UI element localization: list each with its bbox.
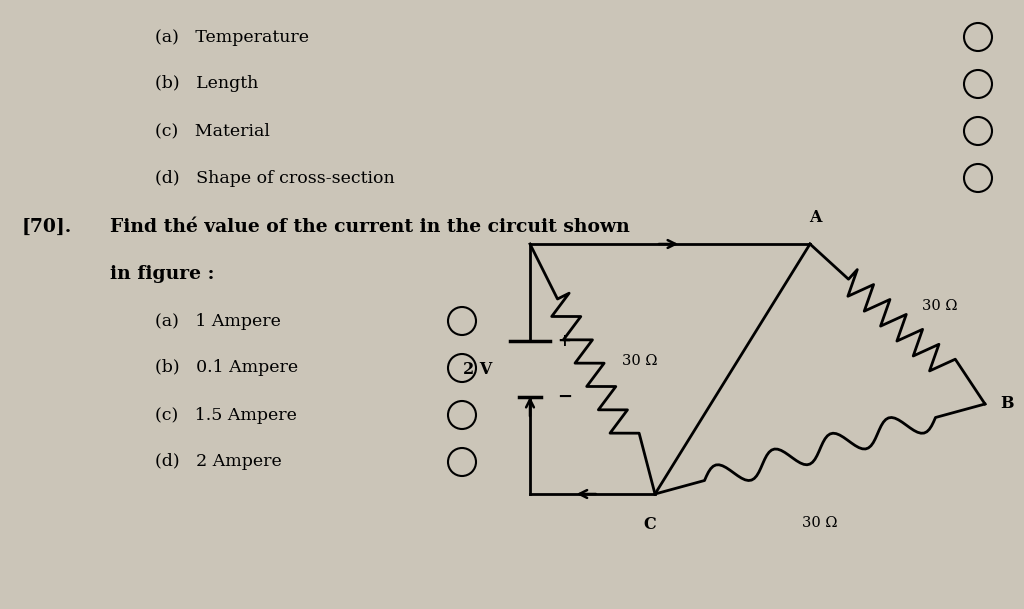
Text: (b)   Length: (b) Length bbox=[155, 76, 258, 93]
Text: (d)   Shape of cross-section: (d) Shape of cross-section bbox=[155, 169, 394, 186]
Text: B: B bbox=[1000, 395, 1014, 412]
Text: Find thé value of the current in the circuit shown: Find thé value of the current in the ci… bbox=[110, 218, 630, 236]
Text: 2 V: 2 V bbox=[464, 361, 493, 378]
Text: (a)   Temperature: (a) Temperature bbox=[155, 29, 309, 46]
Text: +: + bbox=[557, 332, 570, 350]
Text: (b)   0.1 Ampere: (b) 0.1 Ampere bbox=[155, 359, 298, 376]
Text: in figure :: in figure : bbox=[110, 265, 214, 283]
Text: C: C bbox=[644, 516, 656, 533]
Text: −: − bbox=[557, 388, 572, 406]
Text: (c)   Material: (c) Material bbox=[155, 122, 270, 139]
Text: (c)   1.5 Ampere: (c) 1.5 Ampere bbox=[155, 406, 297, 423]
Text: 30 Ω: 30 Ω bbox=[923, 299, 958, 313]
Text: (a)   1 Ampere: (a) 1 Ampere bbox=[155, 312, 281, 329]
Text: (d)   2 Ampere: (d) 2 Ampere bbox=[155, 454, 282, 471]
Text: [70].: [70]. bbox=[22, 218, 73, 236]
Text: 30 Ω: 30 Ω bbox=[802, 516, 838, 530]
Text: A: A bbox=[809, 209, 821, 226]
Text: 30 Ω: 30 Ω bbox=[623, 354, 658, 368]
